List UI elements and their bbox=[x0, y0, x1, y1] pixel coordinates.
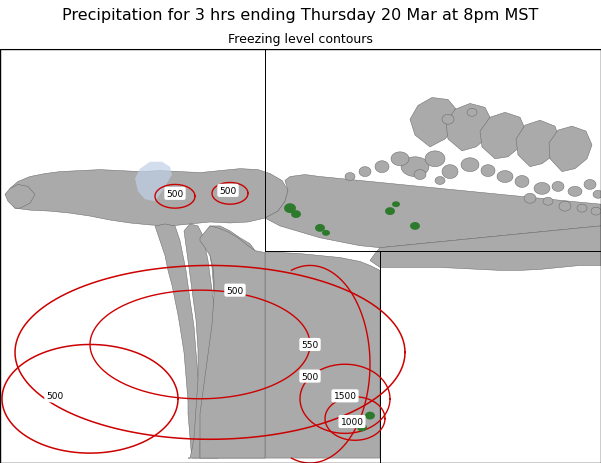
Text: 550: 550 bbox=[301, 340, 319, 349]
Text: 500: 500 bbox=[46, 392, 64, 400]
Polygon shape bbox=[515, 176, 529, 188]
Polygon shape bbox=[461, 158, 479, 172]
Polygon shape bbox=[442, 165, 458, 179]
Polygon shape bbox=[410, 98, 458, 148]
Polygon shape bbox=[577, 205, 587, 213]
Text: 500: 500 bbox=[301, 372, 319, 381]
Polygon shape bbox=[568, 187, 582, 197]
Polygon shape bbox=[552, 182, 564, 192]
Polygon shape bbox=[392, 202, 400, 208]
Polygon shape bbox=[284, 204, 296, 213]
Polygon shape bbox=[425, 151, 445, 167]
Polygon shape bbox=[559, 202, 571, 212]
Text: 1000: 1000 bbox=[341, 417, 364, 426]
Polygon shape bbox=[8, 169, 288, 226]
Text: 500: 500 bbox=[219, 187, 237, 195]
Polygon shape bbox=[591, 208, 601, 216]
Polygon shape bbox=[184, 225, 230, 458]
Text: Precipitation for 3 hrs ending Thursday 20 Mar at 8pm MST: Precipitation for 3 hrs ending Thursday … bbox=[63, 7, 538, 23]
Polygon shape bbox=[467, 109, 477, 117]
Polygon shape bbox=[543, 198, 553, 206]
Polygon shape bbox=[200, 226, 265, 458]
Polygon shape bbox=[200, 226, 265, 458]
Polygon shape bbox=[584, 180, 596, 190]
Polygon shape bbox=[370, 226, 601, 271]
Polygon shape bbox=[5, 185, 35, 209]
Polygon shape bbox=[357, 424, 367, 432]
Polygon shape bbox=[135, 163, 172, 202]
Polygon shape bbox=[349, 417, 361, 426]
Polygon shape bbox=[385, 208, 395, 216]
Polygon shape bbox=[414, 170, 426, 180]
Polygon shape bbox=[446, 104, 492, 151]
Polygon shape bbox=[345, 173, 355, 181]
Polygon shape bbox=[516, 121, 560, 167]
Text: 500: 500 bbox=[166, 189, 184, 199]
Polygon shape bbox=[497, 171, 513, 183]
Polygon shape bbox=[391, 152, 409, 166]
Polygon shape bbox=[401, 157, 429, 177]
Polygon shape bbox=[410, 223, 420, 231]
Polygon shape bbox=[524, 194, 536, 204]
Polygon shape bbox=[480, 113, 526, 159]
Polygon shape bbox=[322, 231, 330, 236]
Polygon shape bbox=[435, 177, 445, 185]
Polygon shape bbox=[375, 162, 389, 173]
Polygon shape bbox=[265, 175, 601, 248]
Polygon shape bbox=[481, 165, 495, 177]
Polygon shape bbox=[534, 183, 550, 195]
Polygon shape bbox=[265, 253, 380, 458]
Polygon shape bbox=[593, 191, 601, 199]
Text: Freezing level contours: Freezing level contours bbox=[228, 32, 373, 45]
Polygon shape bbox=[365, 412, 375, 419]
Text: 500: 500 bbox=[227, 286, 243, 295]
Polygon shape bbox=[549, 127, 592, 172]
Polygon shape bbox=[155, 225, 200, 458]
Polygon shape bbox=[359, 167, 371, 177]
Polygon shape bbox=[291, 211, 301, 219]
Polygon shape bbox=[315, 225, 325, 232]
Polygon shape bbox=[442, 115, 454, 125]
Text: 1500: 1500 bbox=[334, 392, 356, 400]
